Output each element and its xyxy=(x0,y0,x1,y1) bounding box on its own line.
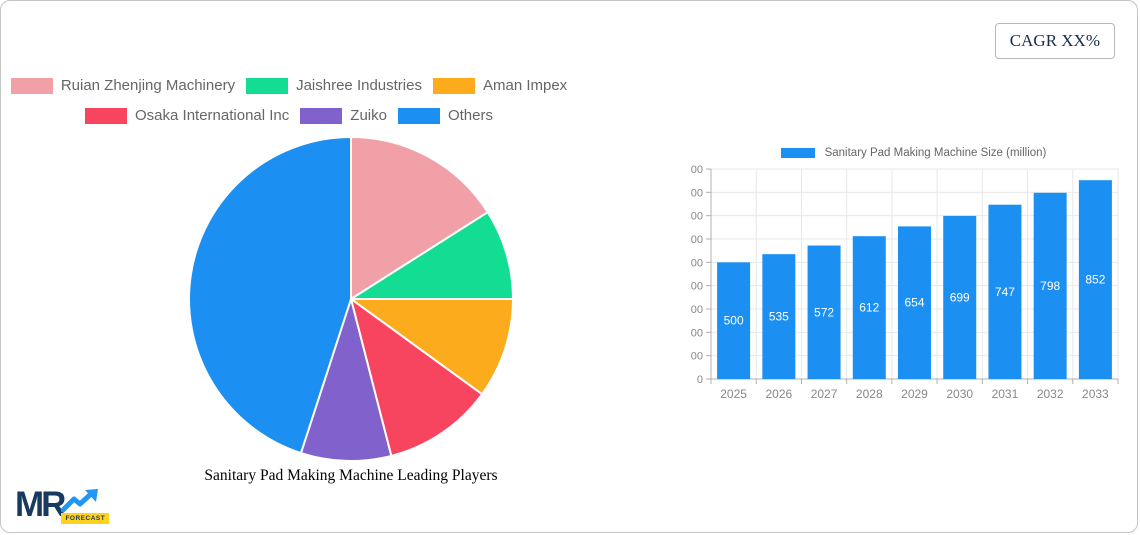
bar-2031 xyxy=(988,204,1022,379)
legend-label: Osaka International Inc xyxy=(135,107,290,124)
y-tick-label: 800 xyxy=(691,187,703,199)
legend-swatch xyxy=(432,77,475,94)
x-tick-label: 2029 xyxy=(901,387,928,401)
y-tick-label: 400 xyxy=(691,281,703,293)
trend-arrow-icon xyxy=(61,489,99,513)
y-tick-label: 100 xyxy=(691,351,703,363)
bar-value-label: 612 xyxy=(859,301,879,315)
x-tick-label: 2025 xyxy=(720,387,747,401)
bar-value-label: 747 xyxy=(995,285,1015,299)
bar-value-label: 699 xyxy=(950,290,970,304)
bar-2030 xyxy=(943,215,977,379)
bar-2027 xyxy=(807,245,841,379)
legend-swatch xyxy=(85,107,128,124)
y-tick-label: 0 xyxy=(697,374,703,386)
bar-value-label: 654 xyxy=(904,296,924,310)
y-tick-label: 600 xyxy=(691,234,703,246)
pie-slice-jaishree-industries xyxy=(350,211,514,300)
logo-text: MR xyxy=(15,485,66,524)
x-tick-label: 2027 xyxy=(811,387,838,401)
pie-slice-osaka-international-inc xyxy=(350,298,484,457)
legend-item-others[interactable]: Others xyxy=(397,107,493,124)
legend-item-jaishree-industries[interactable]: Jaishree Industries xyxy=(246,77,422,94)
legend-item-zuiko[interactable]: Zuiko xyxy=(300,107,387,124)
legend-label: Aman Impex xyxy=(482,77,568,94)
y-tick-label: 300 xyxy=(691,304,703,316)
bar-chart: 0 100 200 300 400 500 600 700 800 900 500 2025 535 20… xyxy=(691,164,1119,401)
pie-slice-others xyxy=(188,136,352,455)
legend-swatch xyxy=(246,77,289,94)
y-tick-label: 700 xyxy=(691,211,703,223)
pie-slice-ruian-zhenjing-machinery xyxy=(350,136,489,300)
pie-legend-row-1: Ruian Zhenjing Machinery Jaishree Industr… xyxy=(10,77,567,94)
cagr-badge: CAGR XX% xyxy=(994,23,1115,59)
bar-legend-label: Sanitary Pad Making Machine Size (millio… xyxy=(824,147,1047,159)
logo-badge: FORECAST xyxy=(61,513,110,524)
legend-item-ruian-zhenjing-machinery[interactable]: Ruian Zhenjing Machinery xyxy=(10,77,236,94)
bar-value-label: 852 xyxy=(1085,273,1105,287)
x-tick-label: 2026 xyxy=(765,387,792,401)
bar-value-label: 500 xyxy=(724,314,744,328)
bar-2028 xyxy=(852,236,886,379)
legend-swatch xyxy=(300,107,343,124)
y-tick-label: 500 xyxy=(691,257,703,269)
legend-label: Others xyxy=(447,107,493,124)
legend-label: Ruian Zhenjing Machinery xyxy=(60,77,236,94)
bar-value-label: 798 xyxy=(1040,279,1060,293)
pie-chart-title: Sanitary Pad Making Machine Leading Play… xyxy=(204,467,498,484)
bar-2029 xyxy=(898,226,931,379)
bar-value-label: 572 xyxy=(814,305,834,319)
mrforecast-logo: MR FORECAST xyxy=(15,485,110,524)
logo-art: FORECAST xyxy=(61,489,110,524)
x-tick-label: 2028 xyxy=(856,387,883,401)
legend-swatch xyxy=(397,107,440,124)
bar-chart-legend[interactable]: Sanitary Pad Making Machine Size (millio… xyxy=(691,147,1136,159)
x-tick-label: 2030 xyxy=(946,387,973,401)
bar-value-label: 535 xyxy=(769,310,789,324)
pie-chart xyxy=(188,136,514,462)
pie-slice-aman-impex xyxy=(350,298,514,396)
legend-swatch xyxy=(10,77,53,94)
x-tick-label: 2031 xyxy=(992,387,1019,401)
legend-label: Jaishree Industries xyxy=(296,77,422,94)
pie-legend-row-2: Osaka International Inc Zuiko Others xyxy=(29,107,549,124)
bar-2026 xyxy=(762,254,796,379)
bar-2025 xyxy=(717,262,751,379)
pie-legend: Ruian Zhenjing Machinery Jaishree Industr… xyxy=(10,77,567,124)
legend-item-aman-impex[interactable]: Aman Impex xyxy=(432,77,568,94)
y-tick-label: 900 xyxy=(691,164,703,176)
x-tick-label: 2033 xyxy=(1082,387,1109,401)
pie-slice-zuiko xyxy=(299,298,393,462)
legend-item-osaka-international-inc[interactable]: Osaka International Inc xyxy=(85,107,289,124)
legend-label: Zuiko xyxy=(350,107,387,124)
bar-2033 xyxy=(1078,180,1112,379)
bar-legend-swatch xyxy=(780,148,815,158)
y-tick-label: 200 xyxy=(691,327,703,339)
bar-2032 xyxy=(1033,192,1067,379)
x-tick-label: 2032 xyxy=(1037,387,1064,401)
